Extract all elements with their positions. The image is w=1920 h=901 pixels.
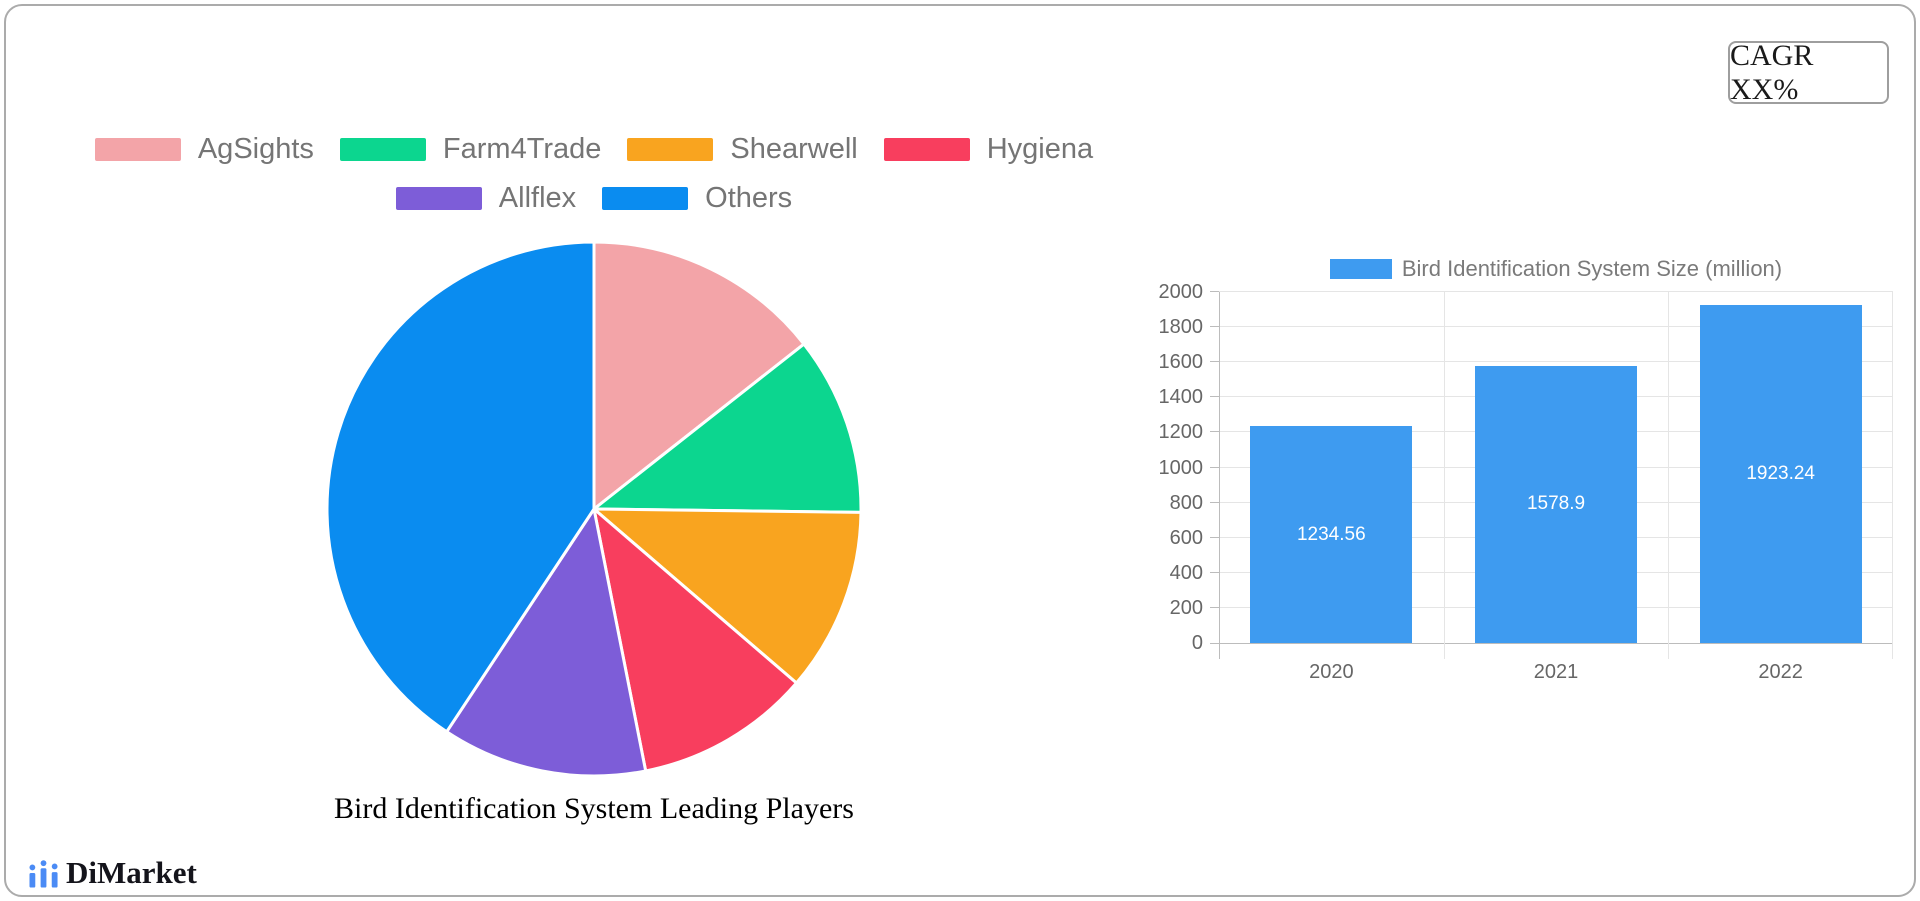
bar-2021: 1578.9 xyxy=(1475,365,1637,643)
gridline-vertical xyxy=(1892,292,1893,659)
x-axis-tick-label: 2022 xyxy=(1758,661,1803,683)
y-axis-tick xyxy=(1210,606,1219,608)
bar-legend-swatch xyxy=(1329,259,1392,279)
bar-legend-label: Bird Identification System Size (million… xyxy=(1401,256,1783,281)
y-axis-tick xyxy=(1210,326,1219,328)
pie-legend-swatch xyxy=(883,138,970,161)
y-axis-tick xyxy=(1210,431,1219,433)
pie-legend-item-shearwell[interactable]: Shearwell xyxy=(627,133,858,165)
bar-value-label: 1578.9 xyxy=(1526,493,1586,515)
gridline-horizontal xyxy=(1219,361,1893,363)
bar-chart-legend-item[interactable]: Bird Identification System Size (million… xyxy=(1219,256,1893,282)
pie-legend-label: Shearwell xyxy=(730,133,858,165)
pie-slice-shearwell xyxy=(592,507,863,685)
bar-chart-x-axis-labels: 2020 2021 2022 xyxy=(1219,661,1893,687)
y-axis-tick-label: 1800 xyxy=(1158,316,1204,339)
pie-legend-label: Allflex xyxy=(498,182,577,214)
y-axis-tick xyxy=(1210,291,1219,292)
y-axis-tick xyxy=(1210,396,1219,398)
pie-legend-swatch xyxy=(395,187,482,210)
pie-legend-label: Farm4Trade xyxy=(442,133,602,165)
y-axis-tick-label: 1000 xyxy=(1158,456,1204,479)
y-axis-tick xyxy=(1210,361,1219,363)
pie-slice-hygiena xyxy=(592,507,798,773)
y-axis-tick-label: 2000 xyxy=(1158,281,1204,303)
pie-slice-agsights xyxy=(592,240,806,511)
bar-2022: 1923.24 xyxy=(1699,305,1862,643)
y-axis-line xyxy=(1219,292,1220,659)
pie-legend-label: Hygiena xyxy=(986,133,1094,165)
bar-chart-plot: 1234.56 1578.9 1923.24 xyxy=(1210,291,1893,659)
pie-chart-title: Bird Identification System Leading Playe… xyxy=(334,792,854,825)
bar-2020: 1234.56 xyxy=(1250,426,1413,643)
y-axis-tick-label: 400 xyxy=(1169,561,1203,584)
pie-legend-row: Allflex Others xyxy=(6,181,1182,216)
bar-value-label: 1234.56 xyxy=(1296,523,1366,545)
pie-legend-item-agsights[interactable]: AgSights xyxy=(94,133,314,165)
y-axis-tick xyxy=(1210,466,1219,468)
y-axis-tick-label: 200 xyxy=(1169,596,1203,619)
y-axis-tick xyxy=(1210,571,1219,573)
pie-legend-label: AgSights xyxy=(197,133,314,165)
pie-legend-row: AgSights Farm4Trade Shearwell Hygiena xyxy=(6,132,1182,167)
dimarket-logo: DiMarket xyxy=(29,855,197,890)
pie-legend-item-farm4trade[interactable]: Farm4Trade xyxy=(339,133,602,165)
y-axis-tick-label: 0 xyxy=(1191,632,1203,654)
bar-chart-icon xyxy=(29,859,58,888)
gridline-vertical xyxy=(1444,292,1445,659)
gridline-vertical xyxy=(1668,292,1669,659)
pie-legend-swatch xyxy=(339,138,426,161)
pie-slice-others xyxy=(325,240,596,734)
y-axis-tick xyxy=(1210,501,1219,503)
pie-legend-swatch xyxy=(602,187,689,210)
pie-chart xyxy=(325,240,863,778)
cagr-badge: CAGR XX% xyxy=(1728,38,1889,106)
pie-legend-item-others[interactable]: Others xyxy=(602,184,792,213)
gridline-horizontal xyxy=(1219,291,1893,292)
y-axis-tick-label: 1400 xyxy=(1158,386,1204,409)
cagr-badge-text: CAGR XX% xyxy=(1730,38,1814,106)
y-axis-tick xyxy=(1210,643,1219,644)
y-axis-tick-label: 600 xyxy=(1169,526,1203,549)
x-axis-tick-label: 2020 xyxy=(1309,661,1354,683)
pie-legend-label: Others xyxy=(705,182,793,214)
bar-value-label: 1923.24 xyxy=(1746,463,1815,485)
pie-slice-allflex xyxy=(445,507,648,778)
pie-slice-farm4trade xyxy=(592,342,863,514)
y-axis-tick xyxy=(1210,536,1219,538)
gridline-horizontal xyxy=(1219,326,1893,328)
bar-chart-y-axis-labels: 0 200 400 600 800 1000 1200 1400 1600 1800 2000 xyxy=(1086,281,1204,654)
pie-legend-swatch xyxy=(627,138,714,161)
x-axis-tick-label: 2021 xyxy=(1533,661,1579,683)
report-card: AgSights Farm4Trade Shearwell Hygiena Allfl… xyxy=(4,4,1916,897)
x-axis-line xyxy=(1219,643,1893,644)
y-axis-tick-label: 800 xyxy=(1169,491,1203,514)
y-axis-tick-label: 1600 xyxy=(1158,351,1204,374)
logo-text: DiMarket xyxy=(66,855,197,890)
pie-legend-item-hygiena[interactable]: Hygiena xyxy=(883,133,1094,165)
pie-legend-item-allflex[interactable]: Allflex xyxy=(395,182,577,214)
pie-legend-swatch xyxy=(94,138,181,161)
y-axis-tick-label: 1200 xyxy=(1158,421,1204,444)
